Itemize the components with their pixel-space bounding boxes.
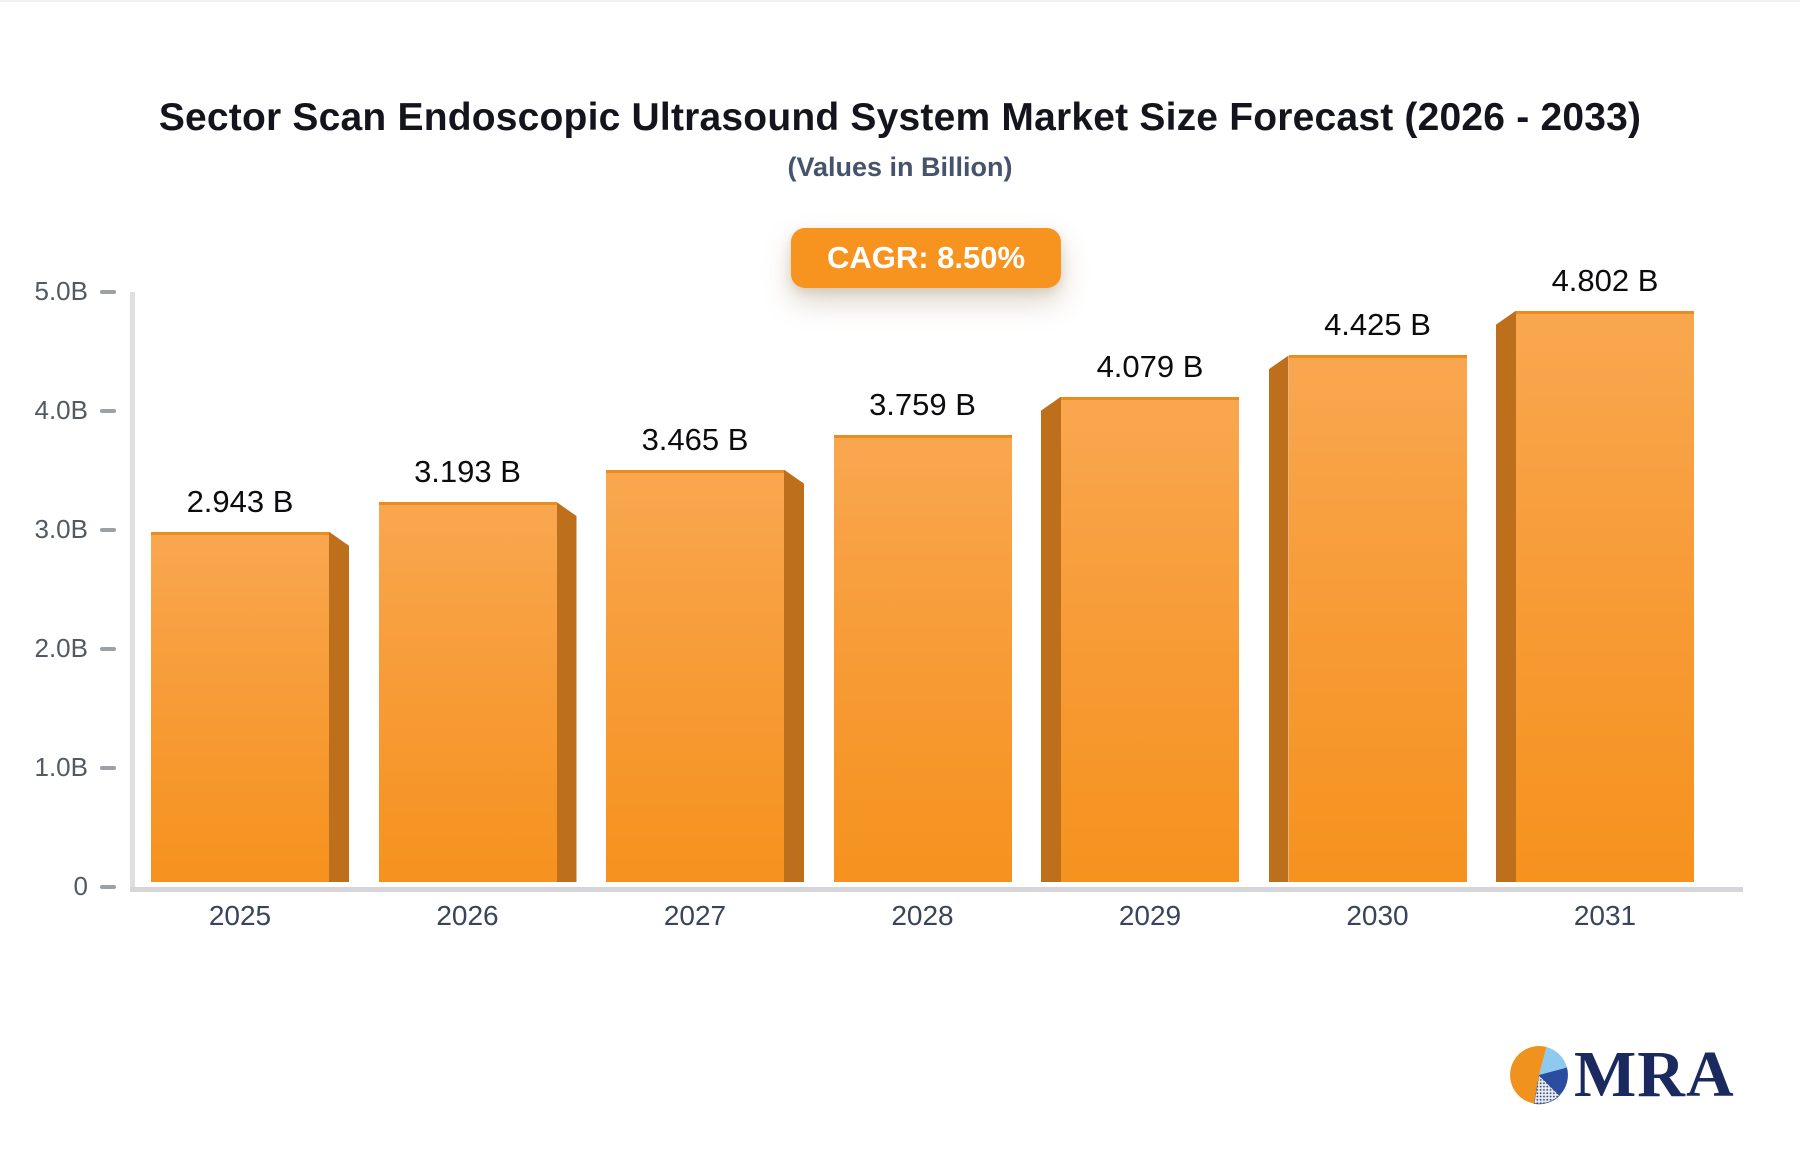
x-axis-label-2027: 2027 bbox=[663, 900, 727, 931]
y-tick-label: 4.0B bbox=[34, 395, 89, 425]
chart-title: Sector Scan Endoscopic Ultrasound System… bbox=[158, 96, 1642, 139]
bar-face bbox=[1288, 355, 1467, 882]
bar-value-label: 2.943 B bbox=[186, 483, 294, 519]
x-axis-label-2030: 2030 bbox=[1346, 900, 1409, 931]
mra-logo: MRA bbox=[1508, 1038, 1735, 1111]
x-axis-label-2031: 2031 bbox=[1573, 900, 1637, 931]
bar-value-label: 4.802 B bbox=[1551, 262, 1659, 298]
bar-face bbox=[1061, 396, 1239, 882]
bar-value-label: 4.425 B bbox=[1324, 307, 1431, 343]
y-axis-line bbox=[130, 292, 135, 887]
cagr-badge: CAGR: 8.50% bbox=[790, 228, 1062, 288]
bar-face bbox=[151, 531, 329, 882]
bar-3d-side bbox=[1041, 396, 1061, 882]
bar-3d-side bbox=[556, 502, 577, 882]
bar-3d-side bbox=[329, 531, 349, 882]
y-tick-label: 5.0B bbox=[34, 276, 89, 306]
x-axis-label-2025: 2025 bbox=[208, 900, 272, 931]
mra-logo-text: MRA bbox=[1574, 1038, 1735, 1111]
bar-value-label: 4.079 B bbox=[1096, 348, 1204, 384]
bar-value-label: 3.759 B bbox=[869, 386, 976, 422]
y-tick-label: 2.0B bbox=[34, 633, 89, 663]
y-tick-mark bbox=[100, 766, 116, 770]
bar-chart-plot-area: 5.0B 4.0B 3.0B 2.0B 1.0B 0 2.943 B 2025 3.193 B… bbox=[35, 263, 1743, 931]
bar-value-label: 3.465 B bbox=[641, 421, 749, 457]
x-axis-label-2026: 2026 bbox=[436, 900, 499, 931]
bar-face bbox=[1516, 310, 1694, 882]
x-axis-label-2028: 2028 bbox=[891, 900, 954, 931]
bar-3d-side bbox=[1268, 355, 1289, 882]
bar-3d-side bbox=[1496, 310, 1516, 882]
y-tick-label: 0 bbox=[73, 871, 88, 901]
chart-subtitle: (Values in Billion) bbox=[787, 152, 1013, 182]
bar-face bbox=[833, 434, 1012, 882]
y-tick-mark bbox=[100, 528, 116, 532]
y-tick-mark bbox=[100, 885, 116, 889]
y-tick-mark bbox=[100, 290, 116, 294]
bar-face bbox=[606, 469, 784, 882]
y-tick-mark bbox=[100, 647, 116, 651]
y-tick-label: 3.0B bbox=[34, 514, 89, 544]
y-tick-mark bbox=[100, 409, 116, 413]
x-axis-baseline bbox=[130, 887, 1743, 892]
bar-face bbox=[378, 502, 557, 882]
bar-3d-side bbox=[784, 469, 804, 882]
x-axis-label-2029: 2029 bbox=[1118, 900, 1182, 931]
bar-value-label: 3.193 B bbox=[414, 454, 521, 490]
y-tick-label: 1.0B bbox=[34, 752, 89, 782]
pie-chart-icon bbox=[1510, 1046, 1568, 1105]
